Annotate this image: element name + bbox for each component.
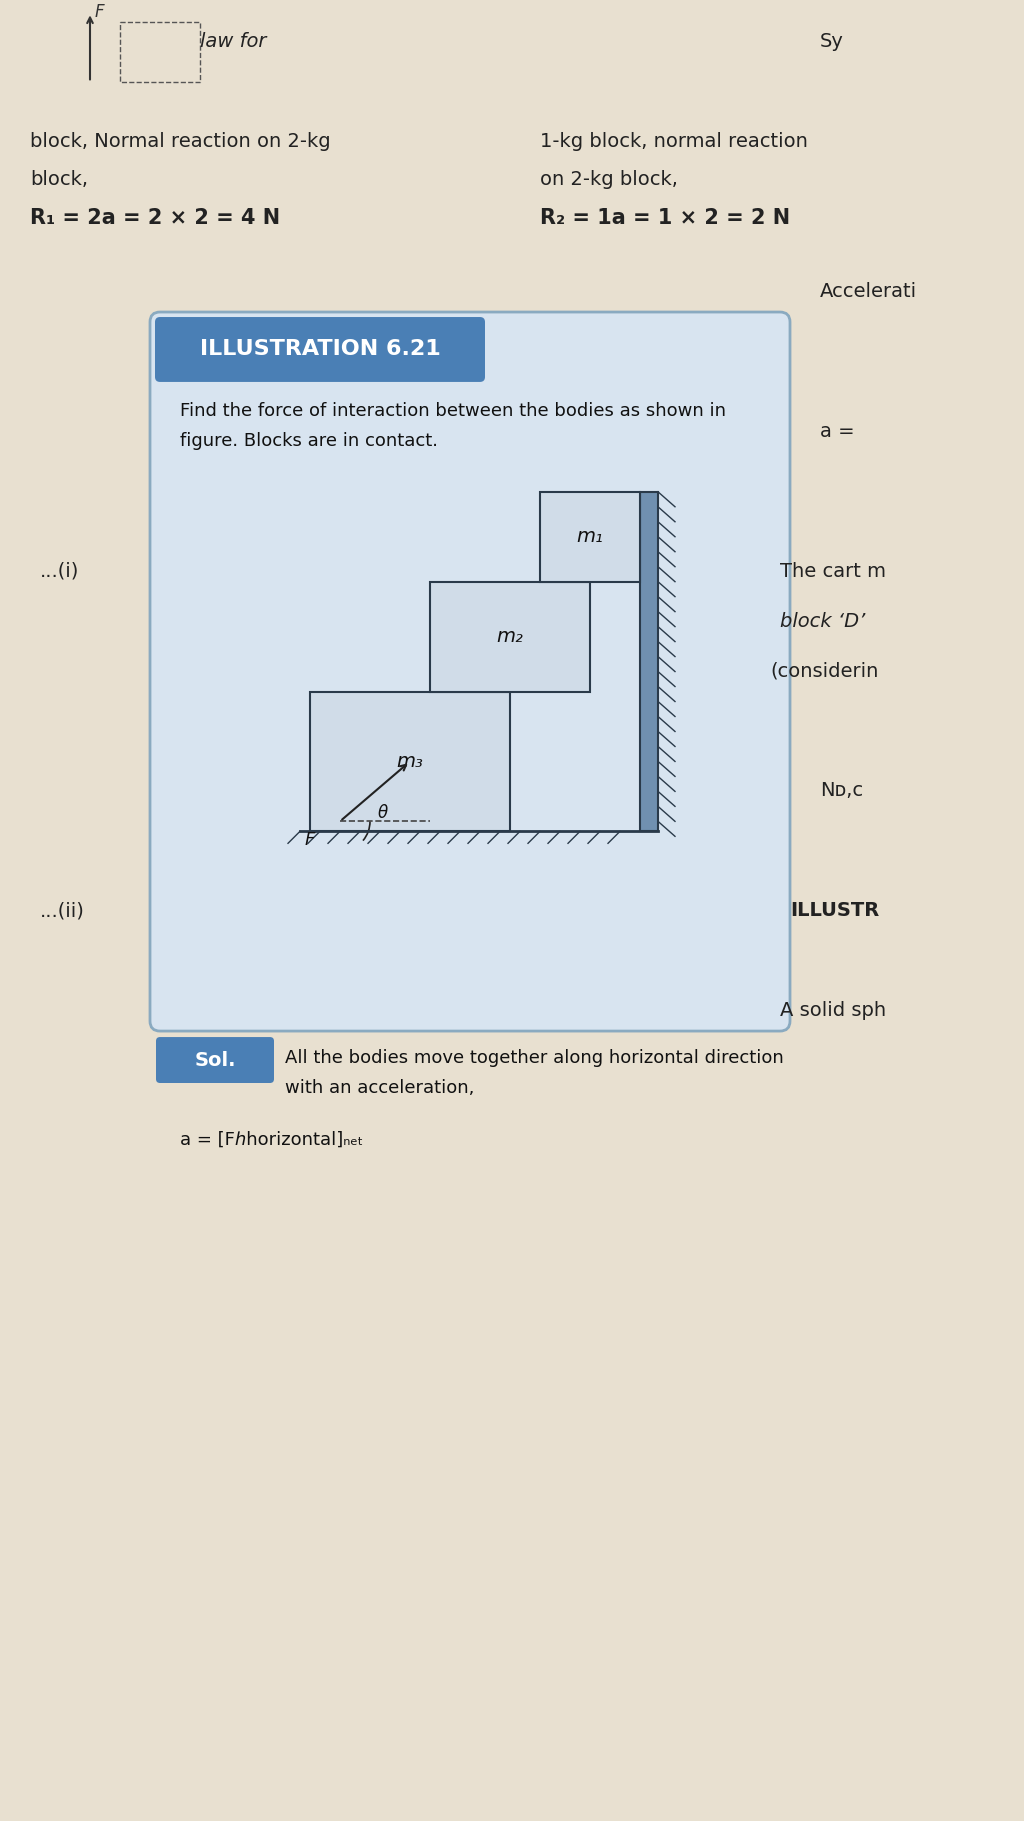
- Text: a = [Fℎhorizontal]ₙₑₜ: a = [Fℎhorizontal]ₙₑₜ: [180, 1131, 364, 1149]
- Text: m₃: m₃: [396, 752, 424, 770]
- Text: θ: θ: [378, 805, 388, 823]
- FancyBboxPatch shape: [155, 317, 485, 382]
- Text: The cart m: The cart m: [780, 561, 886, 581]
- FancyBboxPatch shape: [156, 1036, 274, 1083]
- Text: on 2-kg block,: on 2-kg block,: [540, 169, 678, 189]
- Text: ...(ii): ...(ii): [40, 901, 85, 920]
- Bar: [120, 22, 200, 82]
- Text: m₂: m₂: [497, 626, 523, 646]
- Text: (considerin: (considerin: [770, 661, 879, 681]
- Text: Find the force of interaction between the bodies as shown in: Find the force of interaction between th…: [180, 402, 726, 421]
- Text: ILLUSTRATION 6.21: ILLUSTRATION 6.21: [200, 339, 440, 359]
- Text: figure. Blocks are in contact.: figure. Blocks are in contact.: [180, 432, 438, 450]
- Text: Sol.: Sol.: [195, 1051, 236, 1069]
- Text: 1-kg block, normal reaction: 1-kg block, normal reaction: [540, 133, 808, 151]
- Text: m₁: m₁: [577, 528, 603, 546]
- Bar: [430, 581, 590, 692]
- FancyBboxPatch shape: [150, 311, 790, 1031]
- Text: All the bodies move together along horizontal direction: All the bodies move together along horiz…: [285, 1049, 783, 1067]
- Text: block ‘D’: block ‘D’: [780, 612, 865, 630]
- Text: block, Normal reaction on 2-kg: block, Normal reaction on 2-kg: [30, 133, 331, 151]
- Text: F: F: [305, 832, 315, 849]
- Text: Nᴅ,c: Nᴅ,c: [820, 781, 863, 801]
- Text: block,: block,: [30, 169, 88, 189]
- Text: R₁ = 2a = 2 × 2 = 4 N: R₁ = 2a = 2 × 2 = 4 N: [30, 208, 281, 228]
- Text: law for: law for: [200, 33, 266, 51]
- Text: R₂ = 1a = 1 × 2 = 2 N: R₂ = 1a = 1 × 2 = 2 N: [540, 208, 791, 228]
- Text: a =: a =: [820, 422, 855, 441]
- Text: Sy: Sy: [820, 33, 844, 51]
- Text: A solid sph: A solid sph: [780, 1002, 886, 1020]
- Text: ILLUSTR: ILLUSTR: [790, 901, 880, 920]
- Text: ...(i): ...(i): [40, 561, 80, 581]
- Text: Accelerati: Accelerati: [820, 282, 918, 300]
- Text: F: F: [95, 4, 104, 22]
- Bar: [540, 492, 640, 581]
- Bar: [640, 492, 658, 832]
- Bar: [310, 692, 510, 832]
- Text: with an acceleration,: with an acceleration,: [285, 1080, 474, 1096]
